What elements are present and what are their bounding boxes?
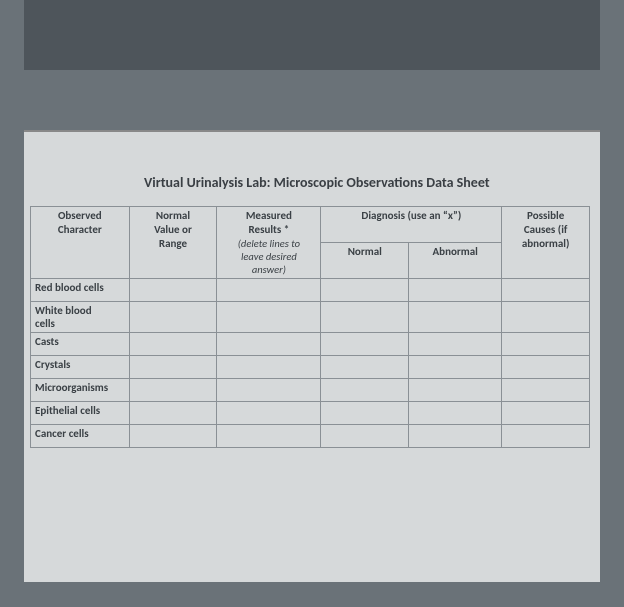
cell-blank — [502, 424, 590, 447]
header-measured-results: Measured Results * (delete lines to leav… — [217, 207, 321, 279]
header-text: Value or — [154, 223, 192, 236]
observations-table: Observed Character Normal Value or Range… — [30, 206, 590, 448]
cell-blank — [217, 355, 321, 378]
table-row: White blood cells — [31, 301, 590, 332]
cell-blank — [129, 332, 217, 355]
header-observed-character: Observed Character — [31, 207, 130, 279]
row-label-red-blood-cells: Red blood cells — [31, 278, 130, 301]
row-label-text: cells — [35, 317, 55, 330]
cell-blank — [409, 401, 502, 424]
cell-blank — [321, 424, 409, 447]
header-diagnosis-normal: Normal — [321, 242, 409, 278]
header-subtext: leave desired — [221, 250, 316, 263]
cell-blank — [502, 378, 590, 401]
header-diagnosis-abnormal: Abnormal — [409, 242, 502, 278]
dark-band-top — [24, 0, 600, 70]
row-label-microorganisms: Microorganisms — [31, 378, 130, 401]
row-label-epithelial-cells: Epithelial cells — [31, 401, 130, 424]
row-label-cancer-cells: Cancer cells — [31, 424, 130, 447]
table-row: Microorganisms — [31, 378, 590, 401]
cell-blank — [129, 301, 217, 332]
cell-blank — [321, 332, 409, 355]
table-row: Epithelial cells — [31, 401, 590, 424]
header-text: Character — [58, 223, 102, 236]
cell-blank — [502, 355, 590, 378]
header-text: abnormal) — [522, 237, 570, 250]
cell-blank — [129, 278, 217, 301]
header-text: Normal — [156, 209, 190, 222]
cell-blank — [409, 332, 502, 355]
cell-blank — [502, 278, 590, 301]
header-text: Range — [159, 237, 187, 250]
row-label-text: White blood — [35, 304, 92, 317]
table-row: Crystals — [31, 355, 590, 378]
cell-blank — [502, 301, 590, 332]
table-row: Cancer cells — [31, 424, 590, 447]
cell-blank — [321, 378, 409, 401]
cell-blank — [409, 278, 502, 301]
header-normal-range: Normal Value or Range — [129, 207, 217, 279]
header-text: Results * — [249, 223, 290, 236]
page-title: Virtual Urinalysis Lab: Microscopic Obse… — [144, 174, 564, 191]
header-text: Observed — [58, 209, 102, 222]
header-text: Measured — [246, 209, 292, 222]
cell-blank — [409, 355, 502, 378]
cell-blank — [321, 301, 409, 332]
cell-blank — [129, 355, 217, 378]
header-subtext: answer) — [221, 263, 316, 276]
cell-blank — [217, 278, 321, 301]
cell-blank — [129, 401, 217, 424]
header-text: Causes (if — [524, 223, 568, 236]
cell-blank — [129, 378, 217, 401]
cell-blank — [217, 332, 321, 355]
table-row: Red blood cells — [31, 278, 590, 301]
header-text: Possible — [527, 209, 564, 222]
row-label-crystals: Crystals — [31, 355, 130, 378]
cell-blank — [321, 278, 409, 301]
cell-blank — [217, 401, 321, 424]
header-subtext: (delete lines to — [221, 237, 316, 250]
cell-blank — [217, 424, 321, 447]
row-label-white-blood-cells: White blood cells — [31, 301, 130, 332]
cell-blank — [321, 355, 409, 378]
cell-blank — [217, 378, 321, 401]
cell-blank — [129, 424, 217, 447]
cell-blank — [321, 401, 409, 424]
table-header-row-1: Observed Character Normal Value or Range… — [31, 207, 590, 243]
header-possible-causes: Possible Causes (if abnormal) — [502, 207, 590, 279]
cell-blank — [502, 332, 590, 355]
cell-blank — [409, 424, 502, 447]
document-page: Virtual Urinalysis Lab: Microscopic Obse… — [24, 130, 600, 582]
cell-blank — [217, 301, 321, 332]
header-diagnosis: Diagnosis (use an “x”) — [321, 207, 502, 243]
row-label-casts: Casts — [31, 332, 130, 355]
header-text: Diagnosis (use an “x”) — [361, 209, 461, 222]
cell-blank — [502, 401, 590, 424]
cell-blank — [409, 378, 502, 401]
cell-blank — [409, 301, 502, 332]
table-row: Casts — [31, 332, 590, 355]
